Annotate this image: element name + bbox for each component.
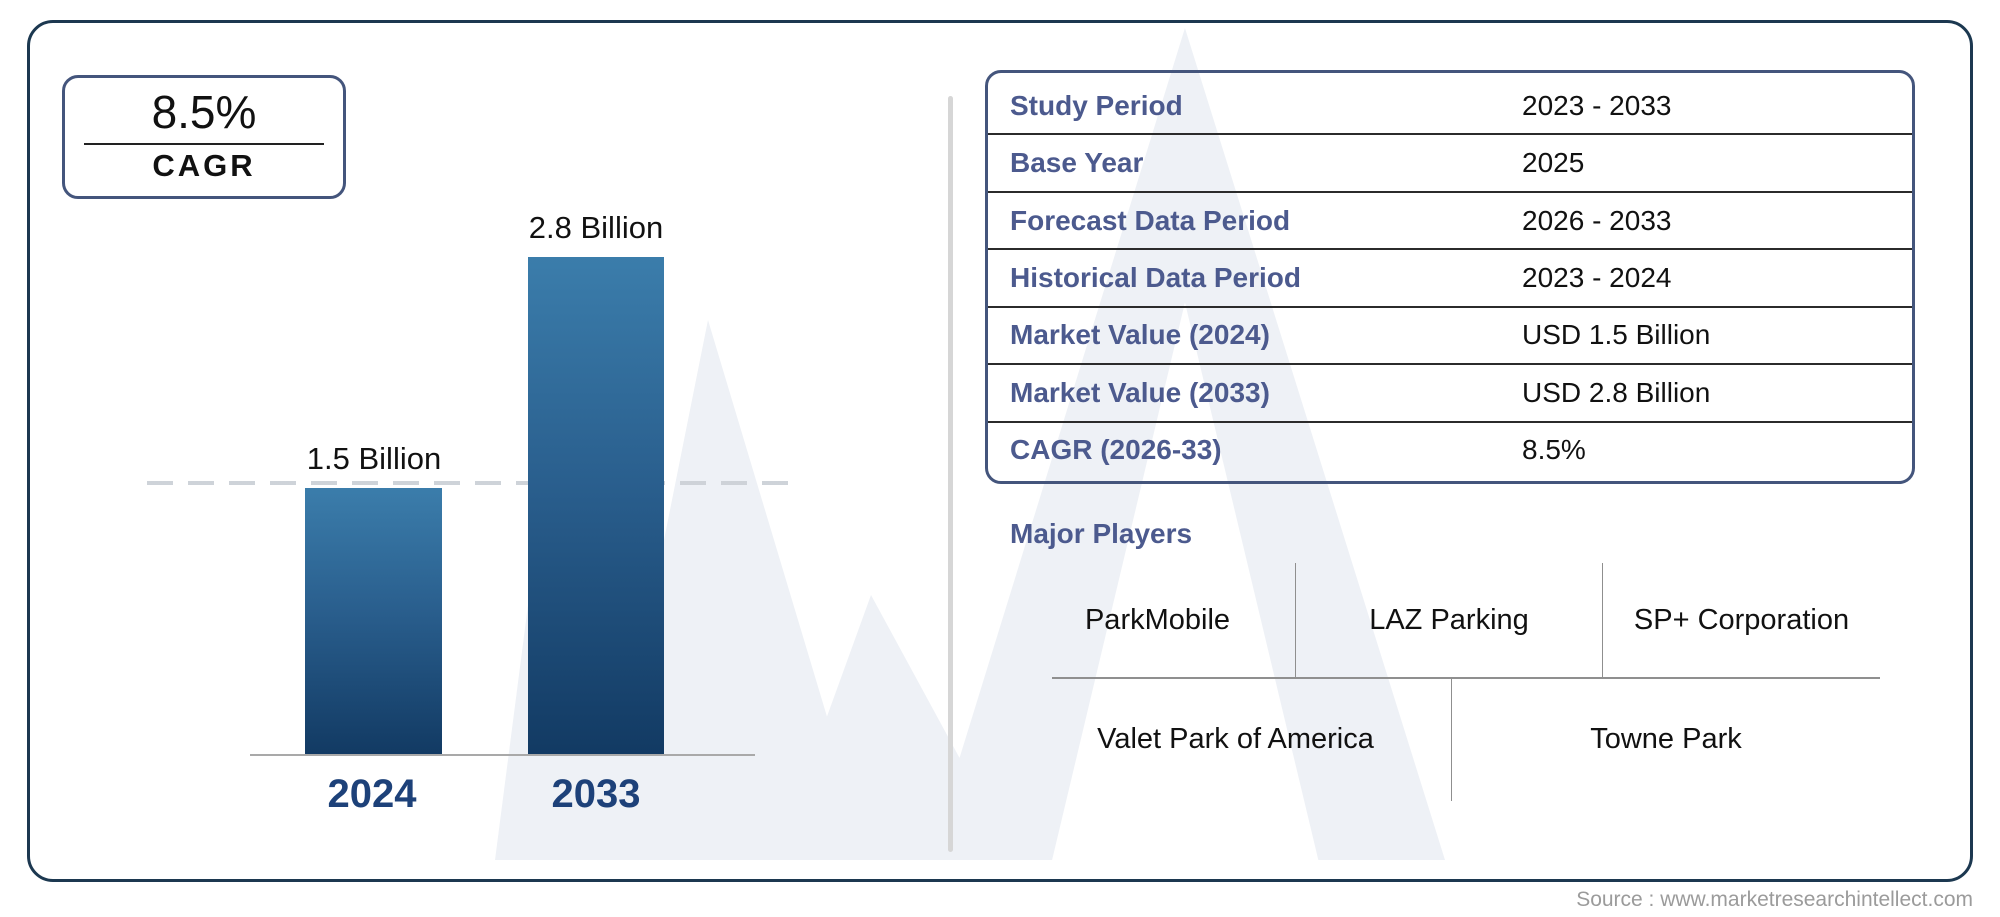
major-player: ParkMobile xyxy=(1084,603,1231,636)
bar-value-label-2033: 2.8 Billion xyxy=(528,210,664,245)
table-row-label: Base Year xyxy=(1010,147,1144,179)
table-row: CAGR (2026-33) 8.5% xyxy=(988,423,1912,478)
cagr-label: CAGR xyxy=(152,148,256,183)
x-axis-line xyxy=(250,754,755,756)
table-row-label: Forecast Data Period xyxy=(1010,204,1291,236)
table-row-value: USD 1.5 Billion xyxy=(1522,319,1711,351)
table-row: Historical Data Period 2023 - 2024 xyxy=(988,250,1912,308)
table-row-value: 8.5% xyxy=(1522,434,1586,466)
bar-2033 xyxy=(528,257,664,755)
cagr-badge-divider xyxy=(84,143,324,145)
table-row-value: 2025 xyxy=(1522,147,1585,179)
table-row-label: Market Value (2024) xyxy=(1010,319,1270,351)
table-row-label: Market Value (2033) xyxy=(1010,376,1270,408)
table-row: Market Value (2033) USD 2.8 Billion xyxy=(988,365,1912,423)
x-tick-label-2024: 2024 xyxy=(327,772,417,816)
x-tick-label-2033: 2033 xyxy=(551,772,641,816)
table-row: Study Period 2023 - 2033 xyxy=(988,78,1912,136)
table-row: Market Value (2024) USD 1.5 Billion xyxy=(988,308,1912,366)
major-player: Valet Park of America xyxy=(1020,678,1452,801)
major-player: Towne Park xyxy=(1590,723,1742,755)
cagr-badge: 8.5% CAGR xyxy=(62,75,346,199)
table-row-label: Study Period xyxy=(1010,89,1183,121)
major-player: SP+ Corporation xyxy=(1633,603,1850,636)
source-attribution: Source : www.marketresearchintellect.com xyxy=(1576,888,1973,911)
cagr-value: 8.5% xyxy=(151,86,257,138)
major-player: LAZ Parking xyxy=(1295,563,1603,677)
table-row-value: 2023 - 2033 xyxy=(1522,89,1672,121)
vertical-section-divider xyxy=(948,96,953,852)
table-row: Forecast Data Period 2026 - 2033 xyxy=(988,193,1912,251)
report-scope-table: Study Period 2023 - 2033 Base Year 2025 … xyxy=(985,70,1915,484)
table-row-label: Historical Data Period xyxy=(1010,261,1301,293)
reference-dashed-line xyxy=(147,481,790,485)
bar-2024 xyxy=(305,488,442,755)
bar-value-label-2024: 1.5 Billion xyxy=(306,441,442,476)
major-players-heading: Major Players xyxy=(1010,518,1193,549)
table-row-label: CAGR (2026-33) xyxy=(1010,434,1222,466)
table-row-value: 2026 - 2033 xyxy=(1522,204,1672,236)
table-row-value: USD 2.8 Billion xyxy=(1522,376,1711,408)
major-players-row-2: Valet Park of America Towne Park xyxy=(1020,678,1880,801)
major-players-divider-line xyxy=(1052,677,1880,679)
table-row: Base Year 2025 xyxy=(988,135,1912,193)
table-row-value: 2023 - 2024 xyxy=(1522,261,1672,293)
major-players-row-1: ParkMobile LAZ Parking SP+ Corporation xyxy=(1020,563,1880,677)
